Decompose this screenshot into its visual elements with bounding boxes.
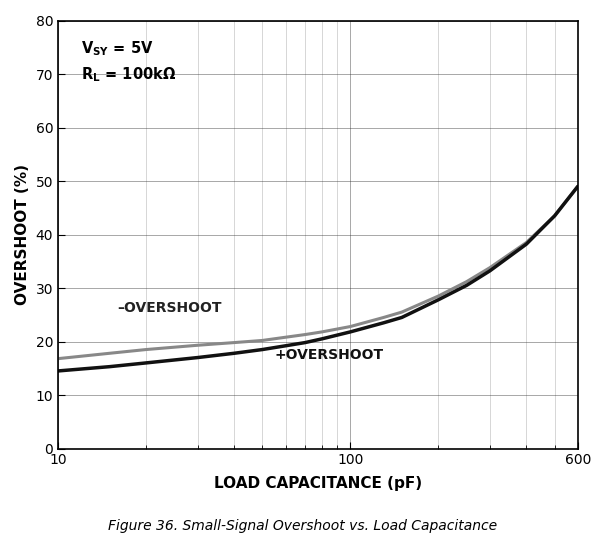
Text: $\mathbf{V_{SY}}$ = 5V: $\mathbf{V_{SY}}$ = 5V	[81, 40, 154, 59]
Y-axis label: OVERSHOOT (%): OVERSHOOT (%)	[15, 164, 30, 305]
Text: –OVERSHOOT: –OVERSHOOT	[118, 301, 222, 315]
Text: +OVERSHOOT: +OVERSHOOT	[275, 348, 384, 362]
Text: $\mathbf{R_L}$ = 100k$\mathbf{\Omega}$: $\mathbf{R_L}$ = 100k$\mathbf{\Omega}$	[81, 66, 176, 84]
Text: Figure 36. Small-Signal Overshoot vs. Load Capacitance: Figure 36. Small-Signal Overshoot vs. Lo…	[108, 519, 498, 533]
X-axis label: LOAD CAPACITANCE (pF): LOAD CAPACITANCE (pF)	[214, 476, 422, 491]
